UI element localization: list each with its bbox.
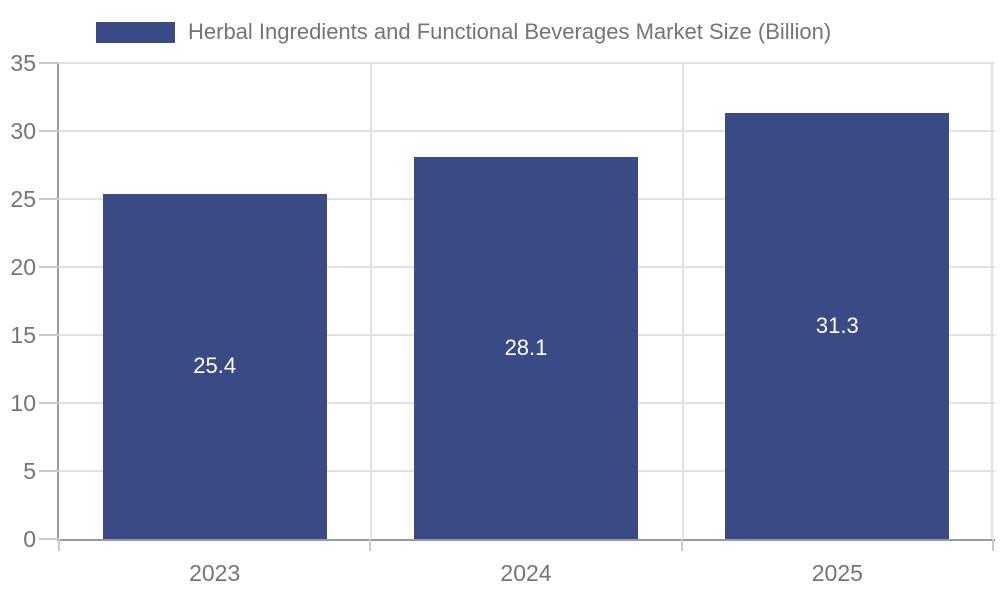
x-gridline <box>681 63 684 539</box>
y-axis-label: 10 <box>10 390 36 416</box>
bar-2023[interactable] <box>102 193 327 539</box>
y-axis-label: 5 <box>23 458 36 484</box>
x-axis-tick <box>369 539 372 551</box>
y-axis-label: 25 <box>10 186 36 212</box>
x-gridline <box>370 63 373 539</box>
legend-item[interactable]: Herbal Ingredients and Functional Bevera… <box>96 18 831 46</box>
bar-2025[interactable] <box>725 113 950 539</box>
legend-swatch <box>96 21 175 43</box>
x-axis-label: 2025 <box>811 560 863 586</box>
bar-value-label: 31.3 <box>815 313 859 339</box>
plot-area: 25.4 28.1 31.3 <box>57 62 995 541</box>
y-axis-tick <box>39 470 59 472</box>
y-axis-tick <box>39 334 59 336</box>
y-axis-tick <box>39 130 59 132</box>
x-axis-label: 2024 <box>500 560 552 586</box>
y-axis-label: 15 <box>10 322 36 348</box>
y-axis-tick <box>39 538 59 540</box>
y-axis-label: 20 <box>10 254 36 280</box>
y-axis-label: 0 <box>23 526 36 552</box>
y-axis-tick <box>39 402 59 404</box>
y-axis-tick <box>39 198 59 200</box>
bar-value-label: 25.4 <box>193 353 237 379</box>
x-axis-tick <box>992 539 994 551</box>
y-axis-tick <box>39 266 59 268</box>
y-gridline <box>59 62 995 64</box>
x-axis-tick <box>680 539 683 551</box>
bar-2024[interactable] <box>413 156 639 539</box>
y-axis-label: 30 <box>10 118 36 144</box>
x-gridline <box>991 63 993 539</box>
y-axis-tick <box>39 62 59 64</box>
x-axis-tick <box>58 539 60 551</box>
bar-value-label: 28.1 <box>504 334 548 360</box>
y-gridline <box>59 130 995 132</box>
x-axis-label: 2023 <box>189 560 241 586</box>
y-axis-label: 35 <box>10 50 36 76</box>
legend-label: Herbal Ingredients and Functional Bevera… <box>188 19 832 44</box>
